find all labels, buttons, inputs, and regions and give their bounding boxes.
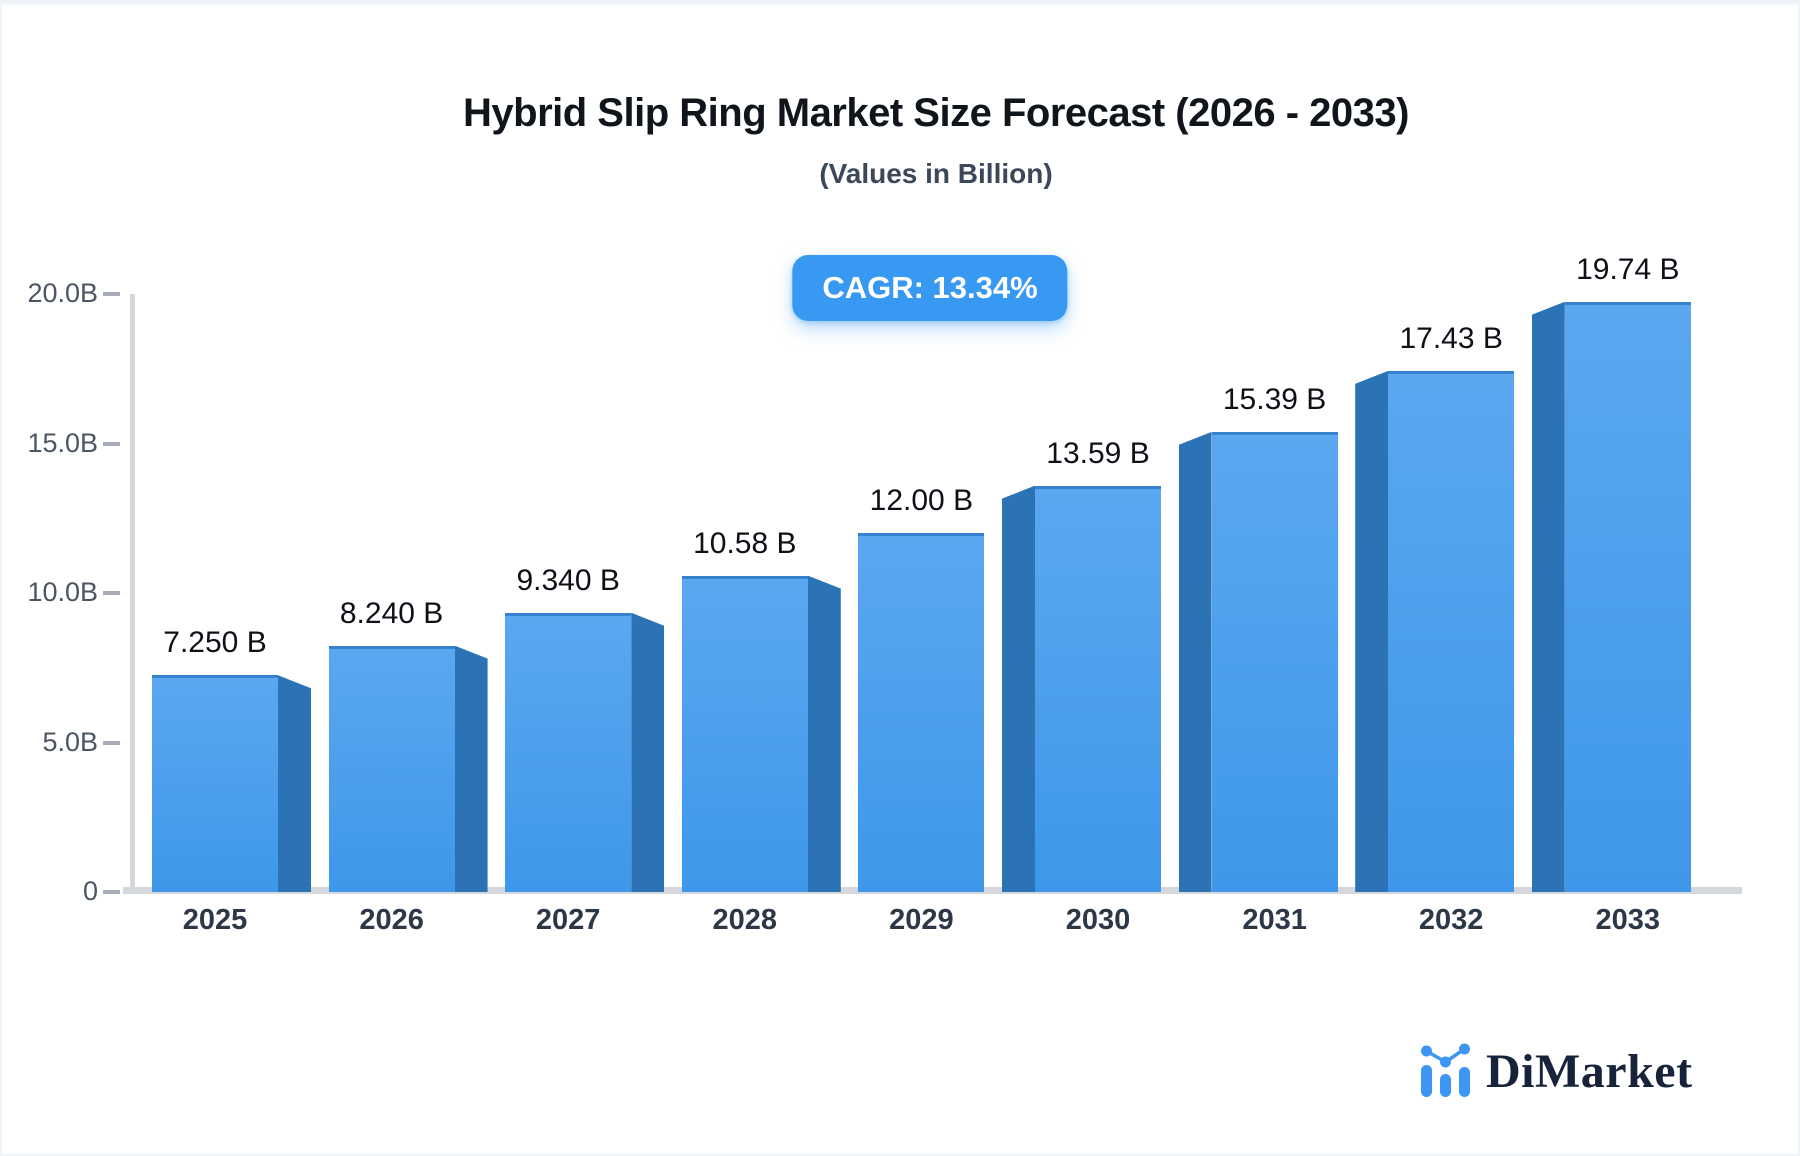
bar-side-face: [1531, 301, 1565, 892]
bar: [1388, 370, 1515, 892]
y-axis-line: [130, 294, 135, 894]
x-axis-tick-label: 2029: [889, 904, 954, 936]
chart-subtitle: (Values in Billion): [819, 158, 1053, 189]
bar: [681, 575, 808, 892]
x-axis-tick-label: 2027: [535, 904, 601, 936]
cagr-badge: CAGR: 13.34%: [792, 255, 1068, 321]
bar-side-face: [1178, 431, 1212, 892]
bar-value-label: 19.74 B: [1576, 252, 1680, 286]
bar-chart-with-dots-icon: [1418, 1043, 1474, 1099]
bar-side-face: [631, 612, 665, 892]
bar-value-label: 17.43 B: [1399, 321, 1503, 355]
y-axis-tick-label: 20.0B: [27, 278, 98, 308]
y-axis-tick-label: 15.0B: [27, 427, 98, 458]
x-axis-tick-label: 2033: [1595, 904, 1661, 936]
x-axis-tick-label: 2031: [1242, 904, 1307, 936]
bar-value-label: 10.58 B: [693, 526, 797, 560]
bar: [858, 533, 985, 892]
bar-side-face: [278, 675, 311, 892]
bar-side-face: [1355, 370, 1389, 892]
y-axis-tick-mark: [103, 441, 120, 446]
bar: [1035, 485, 1161, 892]
y-axis-tick-mark: [103, 740, 120, 745]
y-axis-tick-mark: [103, 591, 120, 595]
bar: [328, 645, 455, 892]
x-axis-tick-label: 2030: [1065, 904, 1131, 936]
bar-value-label: 7.250 B: [163, 626, 267, 660]
x-axis-tick-label: 2025: [182, 904, 248, 936]
bar-side-face: [1002, 485, 1035, 892]
bar: [1211, 431, 1338, 892]
y-axis-tick-label: 5.0B: [42, 726, 98, 757]
bar-side-face: [454, 645, 488, 892]
brand-logo: DiMarket: [1418, 1043, 1693, 1099]
bar-value-label: 12.00 B: [869, 484, 974, 518]
y-axis-tick-label: 10.0B: [27, 577, 98, 607]
x-axis-tick-label: 2026: [359, 904, 424, 936]
bar-value-label: 9.340 B: [516, 563, 620, 597]
y-axis-tick-label: 0: [82, 876, 98, 906]
brand-logo-text: DiMarket: [1486, 1044, 1693, 1098]
bar-value-label: 15.39 B: [1222, 382, 1327, 416]
x-axis-tick-label: 2032: [1418, 904, 1484, 936]
bar: [152, 675, 278, 892]
bar: [1564, 301, 1691, 892]
chart-title: Hybrid Slip Ring Market Size Forecast (2…: [463, 91, 1409, 135]
x-axis-tick-label: 2028: [712, 904, 778, 936]
bar: [505, 612, 632, 892]
bar-side-face: [807, 575, 841, 892]
bar-value-label: 8.240 B: [339, 596, 444, 630]
y-axis-tick-mark: [103, 890, 120, 894]
bar-value-label: 13.59 B: [1046, 436, 1150, 470]
y-axis-tick-mark: [103, 292, 120, 296]
chart-header: Hybrid Slip Ring Market Size Forecast (2…: [130, 91, 1742, 190]
